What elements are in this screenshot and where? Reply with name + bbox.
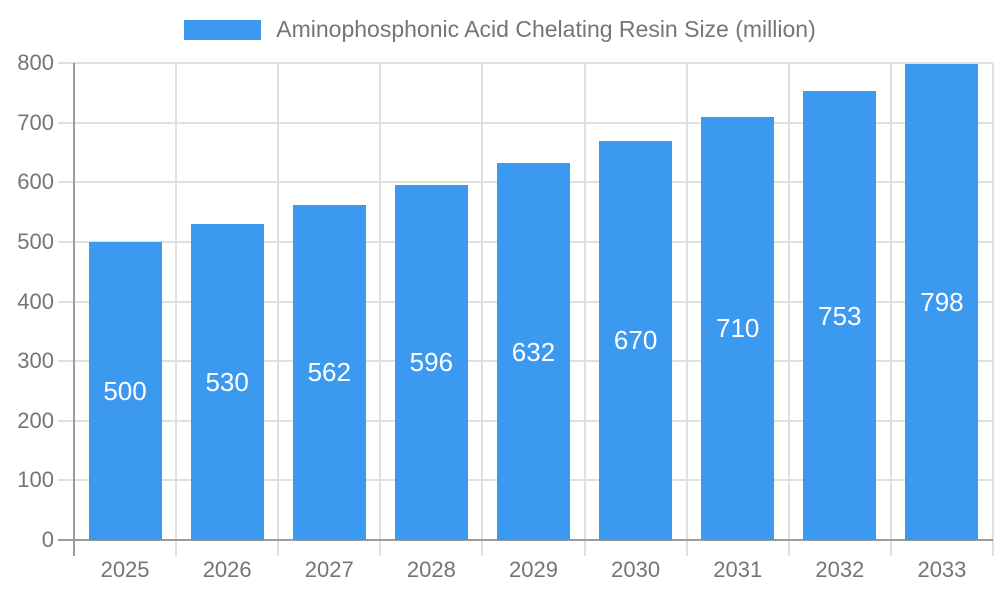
gridline-x-1 [175,63,178,556]
gridline-x-9 [992,63,994,556]
x-axis-tick-label: 2029 [509,557,558,582]
y-axis-tick-label: 300 [17,348,54,374]
gridline-y-700 [58,121,993,124]
bar-value-label: 530 [205,366,249,397]
bar-value-label: 670 [613,325,658,356]
legend: Aminophosphonic Acid Chelating Resin Siz… [0,18,1000,41]
bar-value-label: 632 [511,336,556,367]
gridline-x-4 [481,63,484,556]
gridline-x-2 [277,63,280,556]
x-axis-tick-label: 2026 [202,557,252,582]
y-axis-tick-label: 0 [41,527,54,552]
y-axis-tick-label: 500 [17,228,54,254]
x-axis-tick-label: 2027 [304,557,354,582]
bar-2032: 753 [803,91,877,540]
x-axis-tick-label: 2031 [713,557,763,582]
x-axis-tick-label: 2025 [100,557,150,582]
legend-swatch [184,19,262,40]
bar-2025: 500 [88,241,162,540]
gridline-y-800 [58,62,993,64]
x-axis-tick-label: 2028 [406,557,456,582]
x-axis-tick-label: 2033 [917,557,967,582]
bar-value-label: 798 [920,287,964,318]
chart-title: Aminophosphonic Acid Chelating Resin Siz… [276,16,816,42]
x-axis-line [58,539,993,541]
y-axis-tick-label: 400 [17,288,54,314]
bar-2026: 530 [190,223,264,540]
bar-value-label: 753 [818,300,862,331]
bar-value-label: 500 [103,375,147,406]
bar-2031: 710 [701,116,775,540]
gridline-x-6 [685,63,688,556]
gridline-x-3 [379,63,382,556]
y-axis-tick-label: 200 [17,407,54,433]
gridline-x-7 [787,63,790,556]
gridline-x-8 [889,63,892,556]
bar-2027: 562 [292,204,366,540]
y-axis-tick-label: 700 [17,109,54,135]
y-axis-tick-label: 800 [17,50,54,75]
bar-value-label: 562 [307,357,351,388]
y-axis-tick-label: 100 [17,467,54,493]
bar-2029: 632 [497,163,570,540]
bar-2028: 596 [394,184,468,540]
bar-2033: 798 [905,64,979,540]
x-axis-tick-label: 2032 [815,557,865,582]
y-axis-tick-label: 600 [17,169,54,195]
bar-value-label: 710 [716,313,760,344]
x-axis-tick-label: 2030 [611,557,661,582]
y-axis-line [73,63,75,556]
bar-value-label: 596 [409,347,454,378]
bar-2030: 670 [599,140,673,540]
gridline-x-5 [583,63,586,556]
